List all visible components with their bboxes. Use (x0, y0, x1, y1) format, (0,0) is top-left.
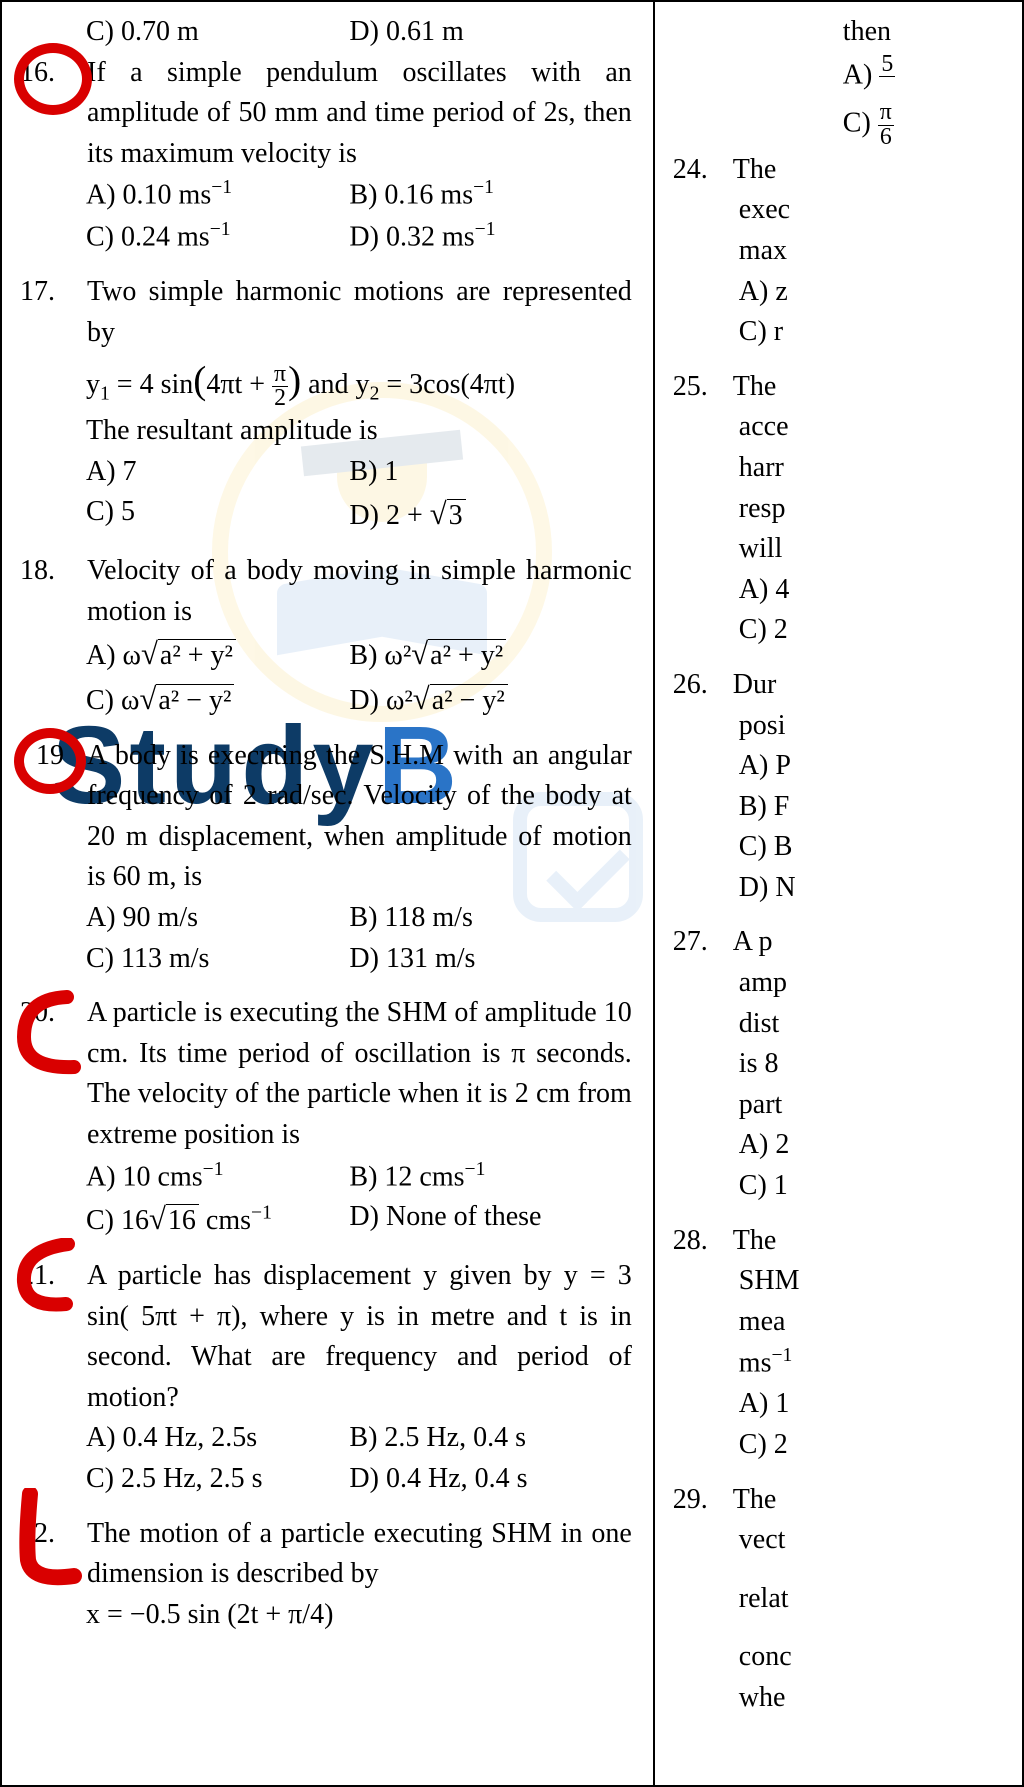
q21-text: A particle has displacement y given by y… (87, 1256, 632, 1418)
q19-optB: B) 118 m/s (349, 898, 612, 939)
q21-optA: A) 0.4 Hz, 2.5s (86, 1418, 349, 1459)
q18-optB: B) ω²√a² + y² (349, 632, 612, 677)
q20-num: 20. (20, 993, 80, 1034)
q20-text: A particle is executing the SHM of ampli… (87, 993, 632, 1155)
q17-eq: y1 = 4 sin(4πt + π2) and y2 = 3cos(4πt) (86, 353, 631, 411)
q18: 18. Velocity of a body moving in simple … (20, 551, 635, 721)
q29: 29.The vect relat conc whe (673, 1480, 1022, 1719)
q21-optB: B) 2.5 Hz, 0.4 s (349, 1418, 612, 1459)
q18-optC: C) ω√a² − y² (86, 677, 349, 722)
q22-text: The motion of a particle executing SHM i… (87, 1514, 632, 1595)
q16-optA: A) 0.10 ms−1 (86, 174, 349, 216)
q18-num: 18. (20, 551, 80, 592)
q18-text: Velocity of a body moving in simple harm… (87, 551, 632, 632)
q25: 25.The acce harr resp will A) 4 C) 2 (673, 367, 1022, 651)
q27: 27.A p amp dist is 8 part A) 2 C) 1 (673, 922, 1022, 1206)
q15-options-tail: C) 0.70 m D) 0.61 m (86, 12, 635, 53)
q16-num: 16. (20, 53, 80, 94)
r-A: A) 5 (843, 53, 1022, 102)
left-column: StudyB C) 0.70 m D) 0.61 m 16. If a simp… (2, 2, 655, 1785)
r-C: C) π6 (843, 101, 1022, 150)
q20-optC: C) 16√16 cms−1 (86, 1197, 349, 1242)
right-column: then A) 5 C) π6 24.The exec max A) z C) … (655, 2, 1022, 1785)
q16-text: If a simple pendulum oscillates with an … (87, 53, 632, 175)
q15-optD: D) 0.61 m (349, 12, 612, 53)
q19-optA: A) 90 m/s (86, 898, 349, 939)
q16: 16. If a simple pendulum oscillates with… (20, 53, 635, 259)
q17-optB: B) 1 (349, 452, 612, 493)
q18-optD: D) ω²√a² − y² (349, 677, 612, 722)
q21-optD: D) 0.4 Hz, 0.4 s (349, 1459, 612, 1500)
q26: 26.Dur posi A) P B) F C) B D) N (673, 665, 1022, 909)
q16-optD: D) 0.32 ms−1 (349, 216, 612, 258)
q22-num: 22. (20, 1514, 80, 1555)
q17-num: 17. (20, 272, 80, 313)
q21-num: 21. (20, 1256, 80, 1297)
q17-optA: A) 7 (86, 452, 349, 493)
q16-optC: C) 0.24 ms−1 (86, 216, 349, 258)
q20-optB: B) 12 cms−1 (349, 1156, 612, 1198)
q16-optB: B) 0.16 ms−1 (349, 174, 612, 216)
q20-optA: A) 10 cms−1 (86, 1156, 349, 1198)
q22-eq: x = −0.5 sin (2t + π/4) (86, 1595, 631, 1636)
q19-optC: C) 113 m/s (86, 939, 349, 980)
q21: 21. A particle has displacement y given … (20, 1256, 635, 1500)
q20-optD: D) None of these (349, 1197, 612, 1242)
q17-text: Two simple harmonic motions are represen… (87, 272, 632, 353)
q18-optA: A) ω√a² + y² (86, 632, 349, 677)
q17-text2: The resultant amplitude is (86, 411, 631, 452)
q28: 28.The SHM mea ms−1 A) 1 C) 2 (673, 1221, 1022, 1466)
r-then: then (843, 12, 1022, 53)
q21-optC: C) 2.5 Hz, 2.5 s (86, 1459, 349, 1500)
q19-optD: D) 131 m/s (349, 939, 612, 980)
q20: 20. A particle is executing the SHM of a… (20, 993, 635, 1242)
q19-text: A body is executing the S.H.M with an an… (87, 736, 632, 898)
q22: 22. The motion of a particle executing S… (20, 1514, 635, 1636)
q15-optC: C) 0.70 m (86, 12, 349, 53)
q19-num: 19 (20, 736, 80, 777)
q24: 24.The exec max A) z C) r (673, 150, 1022, 353)
q17: 17. Two simple harmonic motions are repr… (20, 272, 635, 537)
q19: 19 A body is executing the S.H.M with an… (20, 736, 635, 980)
q17-optD: D) 2 + √3 (349, 492, 612, 537)
q17-optC: C) 5 (86, 492, 349, 537)
